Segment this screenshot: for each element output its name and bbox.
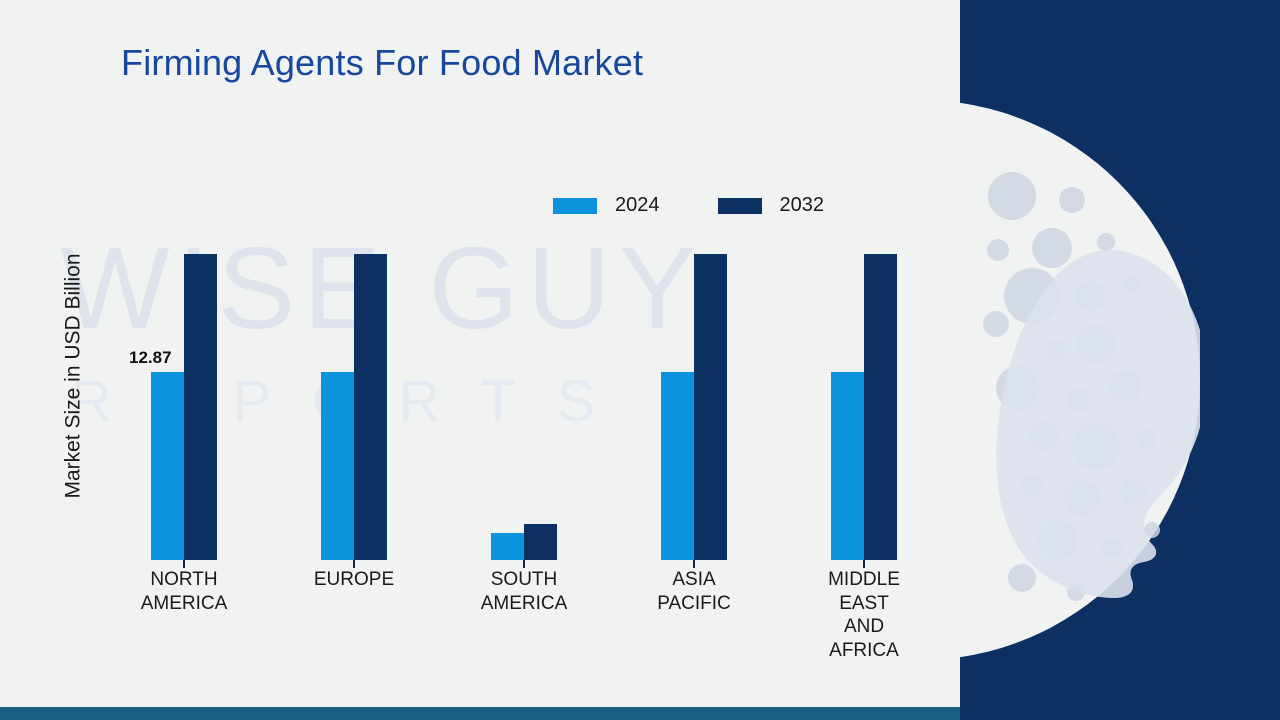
bar-group	[661, 150, 727, 568]
bar-2032-asia-pacific[interactable]	[694, 253, 727, 560]
category-label-line: AND	[843, 616, 885, 637]
bar-2024-south-america[interactable]	[491, 533, 524, 560]
bar-2032-europe[interactable]	[354, 253, 387, 560]
bar-group	[321, 150, 387, 568]
x-axis-tick	[693, 560, 695, 568]
legend-item-2024[interactable]: 2024	[553, 194, 660, 217]
category-label-line: MIDDLE	[828, 569, 900, 590]
dot-pattern-icon	[983, 172, 1200, 601]
x-axis-tick	[353, 560, 355, 568]
x-axis-tick	[523, 560, 525, 568]
y-axis-label: Market Size in USD Billion	[58, 196, 90, 556]
bar-2032-middle-east-and-africa[interactable]	[864, 253, 897, 560]
bar-value-label: 12.87	[129, 347, 172, 367]
category-label-line: AMERICA	[140, 592, 228, 614]
chart-legend: 2024 2032	[553, 194, 824, 217]
bar-2032-north-america[interactable]	[184, 253, 217, 560]
plot-area: 12.87 NORTH AMERICA EUROPE SOUTH AMERICA ASIA P…	[100, 150, 930, 661]
category-label-line: EAST	[839, 592, 889, 614]
brand-panel: WISE GUY REPORTS	[960, 0, 1280, 720]
bar-group	[491, 150, 557, 568]
bar-2024-europe[interactable]	[321, 371, 354, 560]
x-axis-category-label: MIDDLE EAST AND AFRICA	[779, 568, 949, 662]
legend-swatch-2024	[553, 197, 597, 214]
page-title: Firming Agents For Food Market	[121, 42, 644, 83]
category-label-line: ASIA	[672, 569, 716, 590]
x-axis-category-label: EUROPE	[269, 568, 439, 592]
x-axis-category-label: ASIA PACIFIC	[609, 568, 779, 615]
legend-item-2032[interactable]: 2032	[717, 194, 825, 217]
bar-group: 12.87	[129, 150, 217, 568]
category-label-line: SOUTH	[490, 569, 558, 590]
x-axis-tick	[183, 560, 185, 568]
y-axis-label-text: Market Size in USD Billion	[62, 253, 85, 499]
legend-label-2024: 2024	[615, 194, 660, 216]
x-axis-tick	[863, 560, 865, 568]
category-label-line: EUROPE	[313, 569, 395, 590]
bar-2024-middle-east-and-africa[interactable]	[831, 371, 864, 560]
bar-group	[831, 150, 897, 568]
x-axis-category-label: NORTH AMERICA	[99, 568, 269, 615]
bottom-accent-strip	[0, 707, 960, 720]
bar-2024-north-america[interactable]	[151, 371, 184, 560]
category-label-line: AFRICA	[829, 639, 899, 661]
x-axis-category-label: SOUTH AMERICA	[439, 568, 609, 615]
legend-label-2032: 2032	[779, 194, 825, 216]
bar-2032-south-america[interactable]	[524, 524, 557, 560]
category-label-line: PACIFIC	[657, 592, 731, 614]
category-label-line: NORTH	[150, 569, 218, 590]
category-label-line: AMERICA	[480, 592, 568, 614]
bar-2024-asia-pacific[interactable]	[661, 371, 694, 560]
legend-swatch-2032	[717, 197, 762, 214]
